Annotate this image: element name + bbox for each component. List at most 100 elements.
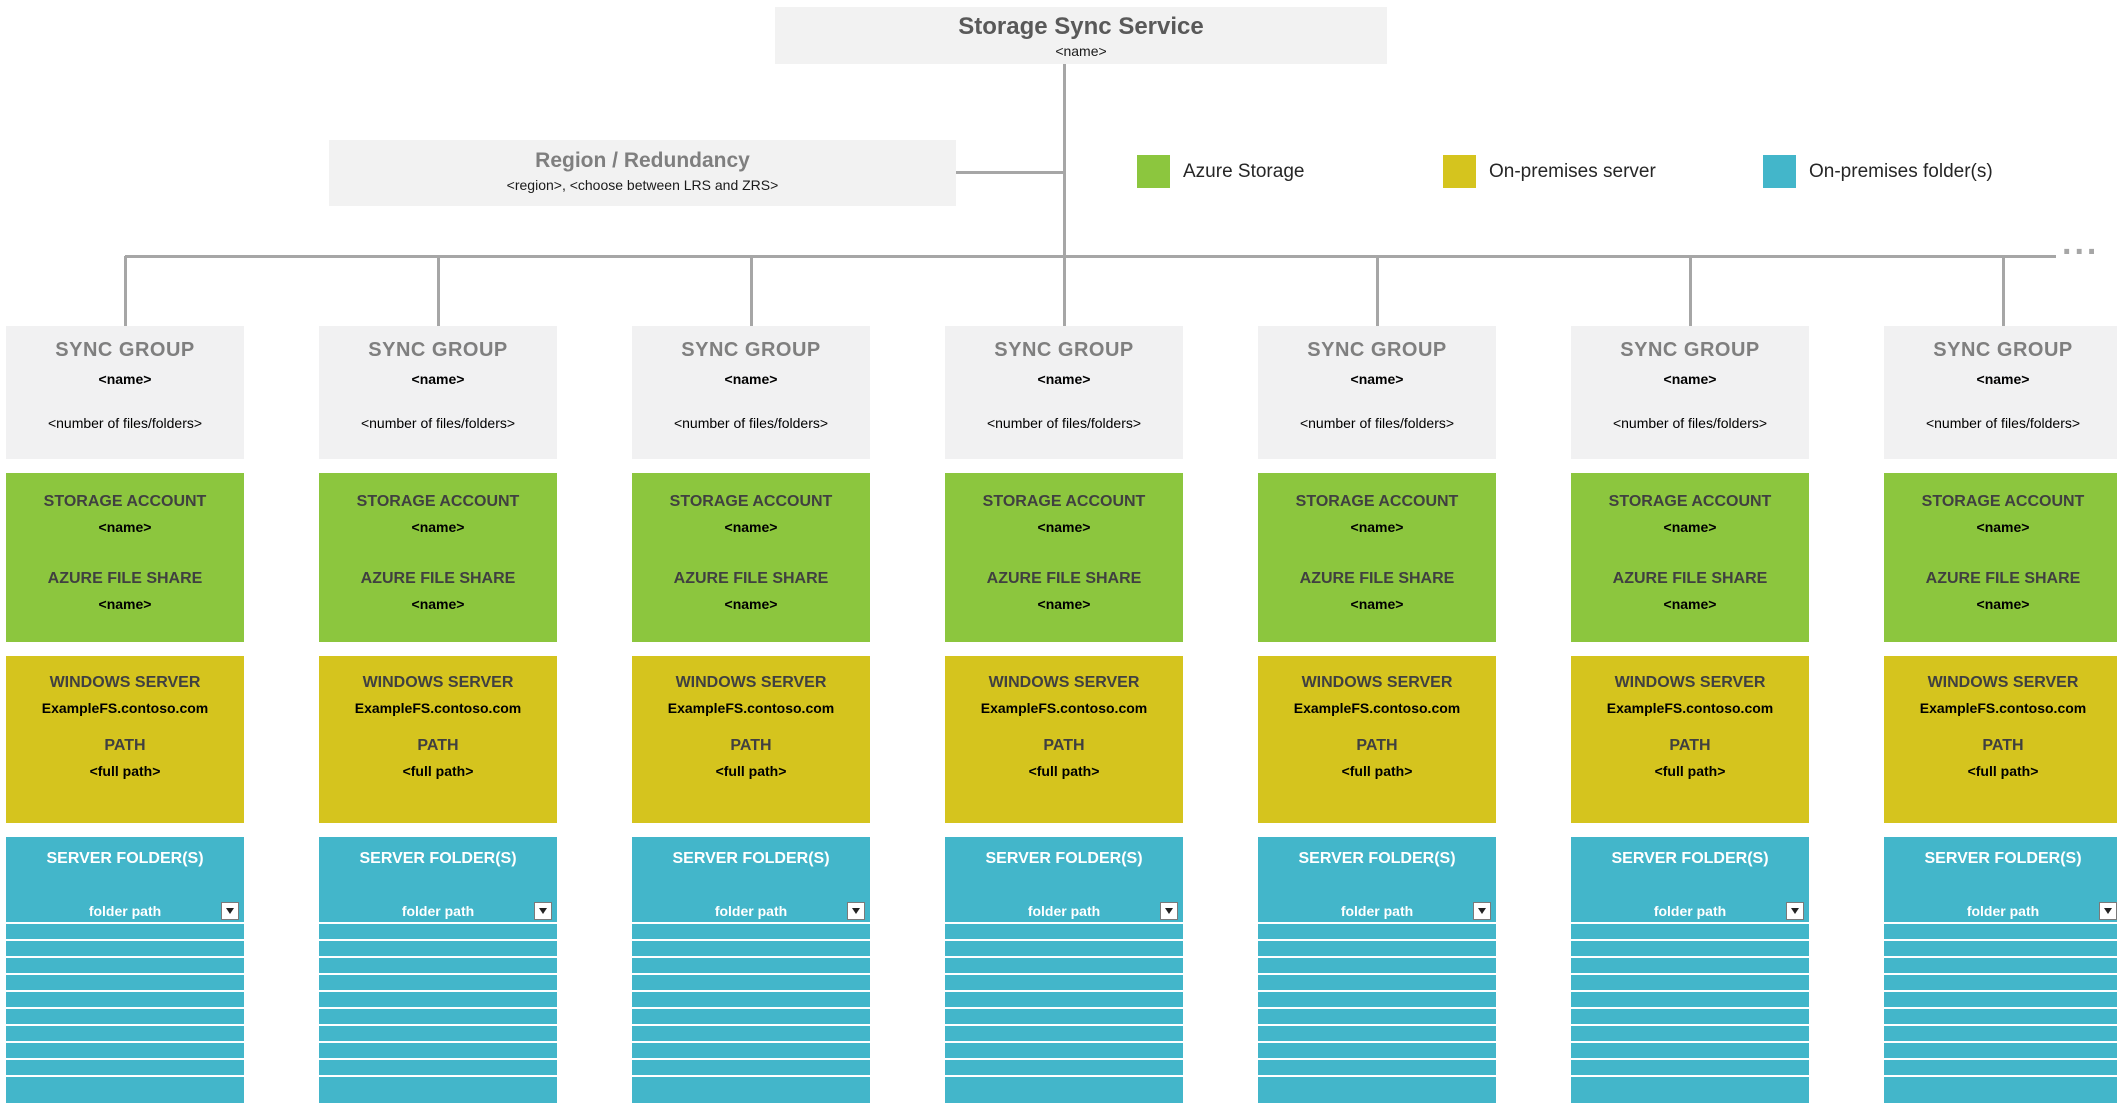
server-folders-label: SERVER FOLDER(S) — [985, 850, 1143, 867]
connector-stub — [1062, 256, 1066, 326]
sync-group-title: SYNC GROUP — [368, 339, 508, 361]
windows-server-hostname: ExampleFS.contoso.com — [1293, 700, 1461, 716]
storage-account-label: STORAGE ACCOUNT — [43, 493, 207, 510]
empty-folder-rows — [1258, 922, 1496, 1092]
azure-file-share-label: AZURE FILE SHARE — [47, 570, 203, 587]
connector-root-vertical — [1063, 64, 1066, 258]
folder-path-value: folder path — [1027, 903, 1101, 919]
empty-folder-rows — [1884, 922, 2117, 1092]
empty-folder-row — [319, 1041, 557, 1058]
storage-account-box: STORAGE ACCOUNT <name> AZURE FILE SHARE … — [1571, 473, 1809, 642]
windows-server-label: WINDOWS SERVER — [1301, 674, 1453, 691]
path-label: PATH — [104, 737, 146, 754]
folder-path-value: folder path — [401, 903, 475, 919]
folder-path-row: folder path — [6, 901, 244, 921]
windows-server-label: WINDOWS SERVER — [988, 674, 1140, 691]
sync-group-column: SYNC GROUP <name> <number of files/folde… — [319, 256, 557, 1103]
empty-folder-row — [945, 1007, 1183, 1024]
path-value: <full path> — [89, 763, 161, 779]
empty-folder-row — [632, 1007, 870, 1024]
empty-folder-rows — [632, 922, 870, 1092]
empty-folder-row — [945, 1058, 1183, 1075]
storage-account-label: STORAGE ACCOUNT — [1295, 493, 1459, 510]
folder-path-dropdown[interactable] — [1786, 902, 1804, 920]
storage-account-label: STORAGE ACCOUNT — [1921, 493, 2085, 510]
path-label: PATH — [1356, 737, 1398, 754]
empty-folder-row — [632, 956, 870, 973]
path-label: PATH — [1982, 737, 2024, 754]
azure-file-share-label: AZURE FILE SHARE — [1299, 570, 1455, 587]
empty-folder-row — [1571, 990, 1809, 1007]
empty-folder-row — [1884, 922, 2117, 939]
sync-group-name: <name> — [411, 371, 465, 387]
sync-group-count: <number of files/folders> — [1925, 415, 2081, 431]
empty-folder-row — [1258, 1024, 1496, 1041]
storage-account-box: STORAGE ACCOUNT <name> AZURE FILE SHARE … — [319, 473, 557, 642]
folder-path-dropdown[interactable] — [534, 902, 552, 920]
empty-folder-row — [1571, 1075, 1809, 1092]
connector-stub — [2001, 256, 2005, 326]
sync-group-count: <number of files/folders> — [47, 415, 203, 431]
folder-path-dropdown[interactable] — [1473, 902, 1491, 920]
windows-server-hostname: ExampleFS.contoso.com — [354, 700, 522, 716]
azure-file-share-name: <name> — [1037, 596, 1091, 612]
azure-file-share-name: <name> — [98, 596, 152, 612]
sync-group-title: SYNC GROUP — [994, 339, 1134, 361]
empty-folder-row — [1884, 973, 2117, 990]
storage-account-box: STORAGE ACCOUNT <name> AZURE FILE SHARE … — [1884, 473, 2117, 642]
sync-group-column: SYNC GROUP <name> <number of files/folde… — [632, 256, 870, 1103]
empty-folder-row — [1571, 939, 1809, 956]
windows-server-box: WINDOWS SERVER ExampleFS.contoso.com PAT… — [1571, 656, 1809, 823]
empty-folder-row — [319, 922, 557, 939]
sync-group-column: SYNC GROUP <name> <number of files/folde… — [1258, 256, 1496, 1103]
chevron-down-icon — [852, 908, 860, 914]
sync-group-name: <name> — [724, 371, 778, 387]
empty-folder-row — [1258, 922, 1496, 939]
server-folders-box: SERVER FOLDER(S) folder path — [319, 837, 557, 1103]
sync-group-name: <name> — [98, 371, 152, 387]
sync-group-count: <number of files/folders> — [986, 415, 1142, 431]
empty-folder-row — [6, 922, 244, 939]
connector-stub — [749, 256, 753, 326]
sync-group-count: <number of files/folders> — [1612, 415, 1768, 431]
connector-stub — [436, 256, 440, 326]
azure-file-share-name: <name> — [1663, 596, 1717, 612]
azure-file-share-label: AZURE FILE SHARE — [1612, 570, 1768, 587]
sync-group-box: SYNC GROUP <name> <number of files/folde… — [319, 326, 557, 459]
windows-server-box: WINDOWS SERVER ExampleFS.contoso.com PAT… — [1884, 656, 2117, 823]
empty-folder-row — [319, 1024, 557, 1041]
folder-path-row: folder path — [632, 901, 870, 921]
empty-folder-row — [1884, 939, 2117, 956]
folder-path-dropdown[interactable] — [847, 902, 865, 920]
region-redundancy-subtitle: <region>, <choose between LRS and ZRS> — [506, 177, 779, 193]
empty-folder-row — [6, 973, 244, 990]
chevron-down-icon — [2104, 908, 2112, 914]
sync-group-column: SYNC GROUP <name> <number of files/folde… — [1571, 256, 1809, 1103]
empty-folder-row — [1571, 1058, 1809, 1075]
server-folders-box: SERVER FOLDER(S) folder path — [1258, 837, 1496, 1103]
folder-path-value: folder path — [1966, 903, 2040, 919]
azure-file-share-name: <name> — [724, 596, 778, 612]
empty-folder-row — [6, 939, 244, 956]
path-value: <full path> — [402, 763, 474, 779]
empty-folder-row — [1571, 1024, 1809, 1041]
empty-folder-row — [6, 1024, 244, 1041]
azure-file-share-label: AZURE FILE SHARE — [986, 570, 1142, 587]
path-value: <full path> — [1341, 763, 1413, 779]
server-folders-label: SERVER FOLDER(S) — [46, 850, 204, 867]
server-folders-label: SERVER FOLDER(S) — [1924, 850, 2082, 867]
empty-folder-row — [632, 1075, 870, 1092]
more-sync-groups-ellipsis: ... — [2062, 224, 2100, 262]
empty-folder-row — [6, 1058, 244, 1075]
folder-path-dropdown[interactable] — [221, 902, 239, 920]
path-value: <full path> — [1654, 763, 1726, 779]
folder-path-value: folder path — [88, 903, 162, 919]
folder-path-dropdown[interactable] — [1160, 902, 1178, 920]
empty-folder-rows — [1571, 922, 1809, 1092]
empty-folder-row — [319, 990, 557, 1007]
empty-folder-row — [1884, 1041, 2117, 1058]
empty-folder-row — [1884, 1075, 2117, 1092]
chevron-down-icon — [1791, 908, 1799, 914]
sync-group-name: <name> — [1350, 371, 1404, 387]
folder-path-dropdown[interactable] — [2099, 902, 2117, 920]
